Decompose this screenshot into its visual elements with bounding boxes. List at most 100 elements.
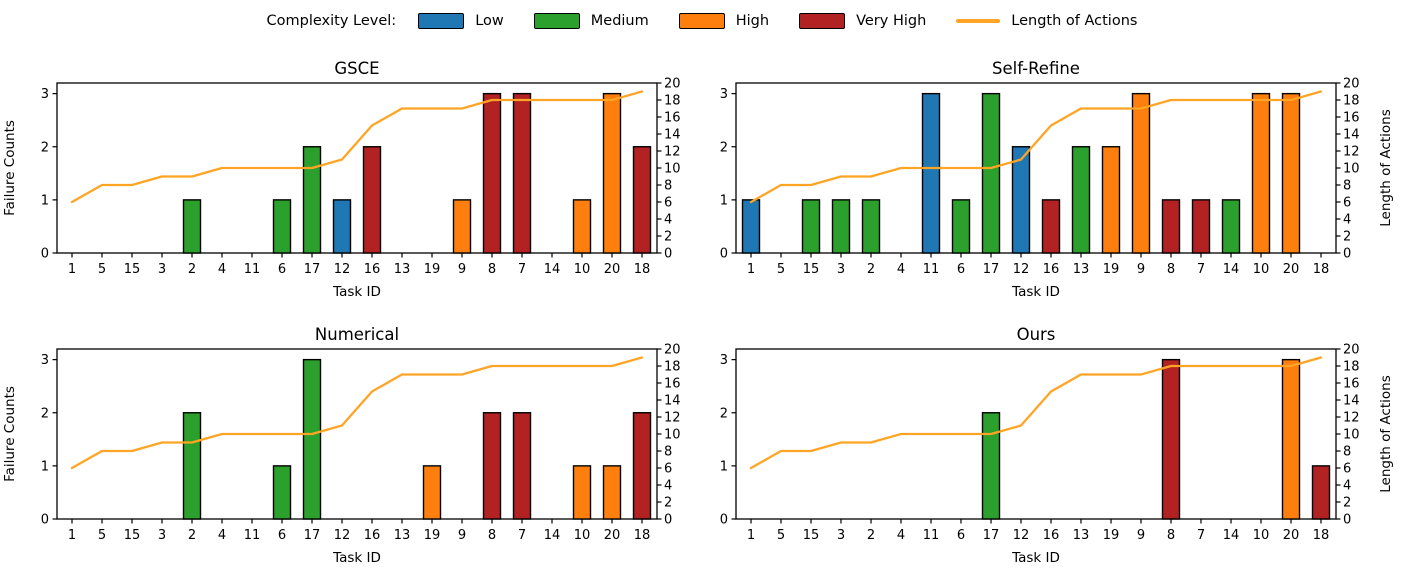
low-swatch-icon xyxy=(418,13,465,29)
x-tick-label: 13 xyxy=(394,262,411,277)
legend-title: Complexity Level: xyxy=(266,13,397,29)
legend-label-low: Low xyxy=(475,13,504,29)
chart-self-refine: Self-Refine Length of Actions Task ID 01… xyxy=(720,59,1394,300)
right-tick-label: 2 xyxy=(664,496,672,511)
x-tick-label: 11 xyxy=(923,528,940,543)
left-tick-label: 1 xyxy=(720,459,728,474)
x-tick-label: 4 xyxy=(897,262,905,277)
subplot-grid: GSCE Failure Counts Task ID 0 1 2 3 0 2 4 6 8 10 1… xyxy=(0,42,1404,574)
x-tick-label: 3 xyxy=(837,262,845,277)
x-tick-label: 5 xyxy=(98,262,106,277)
length-of-actions-line xyxy=(749,356,1323,470)
right-tick-label: 12 xyxy=(1343,145,1360,160)
failure-bar-task-17 xyxy=(302,146,322,254)
x-tick-label: 6 xyxy=(278,528,286,543)
x-tick-label: 17 xyxy=(304,262,321,277)
x-tick-label: 11 xyxy=(244,528,261,543)
y-axis-label-right: Length of Actions xyxy=(1378,109,1394,226)
x-tick-label: 20 xyxy=(1283,262,1300,277)
right-tick-label: 4 xyxy=(664,479,672,494)
failure-bar-task-11 xyxy=(921,92,941,254)
failure-bar-task-17 xyxy=(302,358,322,520)
x-tick-label: 18 xyxy=(634,262,651,277)
right-tick-label: 8 xyxy=(1343,179,1351,194)
x-tick-label: 7 xyxy=(1197,262,1205,277)
x-tick-label: 15 xyxy=(803,528,820,543)
right-tick-label: 12 xyxy=(1343,411,1360,426)
x-tick-label: 15 xyxy=(124,528,141,543)
left-tick-label: 0 xyxy=(41,513,49,528)
failure-bar-task-18 xyxy=(632,146,652,254)
right-tick-label: 18 xyxy=(664,94,681,109)
x-tick-label: 20 xyxy=(604,528,621,543)
right-tick-label: 16 xyxy=(664,111,681,126)
chart-gsce: GSCE Failure Counts Task ID 012302468101… xyxy=(2,59,681,300)
right-tick-label: 4 xyxy=(664,213,672,228)
failure-bar-task-18 xyxy=(632,412,652,520)
failure-bar-task-17 xyxy=(981,412,1001,520)
right-tick-label: 0 xyxy=(664,513,672,528)
failure-bar-task-13 xyxy=(1071,146,1091,254)
x-tick-label: 2 xyxy=(188,528,196,543)
x-tick-label: 8 xyxy=(1167,262,1175,277)
very-high-swatch-icon xyxy=(799,13,846,29)
right-tick-label: 2 xyxy=(1343,230,1351,245)
x-tick-label: 14 xyxy=(1223,528,1240,543)
x-tick-label: 2 xyxy=(867,528,875,543)
x-tick-label: 11 xyxy=(923,262,940,277)
left-tick-label: 0 xyxy=(720,513,728,528)
right-tick-label: 8 xyxy=(664,179,672,194)
legend-item-high: High xyxy=(678,13,769,29)
x-tick-label: 10 xyxy=(1253,262,1270,277)
x-tick-label: 10 xyxy=(574,528,591,543)
failure-bar-task-20 xyxy=(602,465,622,520)
x-tick-label: 12 xyxy=(1013,262,1030,277)
chart-numerical: Numerical Failure Counts Task ID 0123024… xyxy=(2,325,681,566)
subplot-title: GSCE xyxy=(334,59,379,78)
failure-bar-task-19 xyxy=(1101,146,1121,254)
right-tick-label: 6 xyxy=(664,196,672,211)
right-tick-label: 16 xyxy=(1343,111,1360,126)
x-tick-label: 19 xyxy=(424,528,441,543)
failure-bar-task-12 xyxy=(1011,146,1031,254)
right-tick-label: 4 xyxy=(1343,479,1351,494)
x-tick-label: 9 xyxy=(1137,262,1145,277)
right-tick-label: 6 xyxy=(1343,462,1351,477)
right-tick-label: 6 xyxy=(1343,196,1351,211)
right-tick-label: 20 xyxy=(664,343,681,358)
x-tick-label: 11 xyxy=(244,262,261,277)
axes-frame xyxy=(56,348,658,520)
x-tick-label: 3 xyxy=(837,528,845,543)
x-tick-label: 4 xyxy=(897,528,905,543)
x-tick-label: 13 xyxy=(394,528,411,543)
x-tick-label: 12 xyxy=(1013,528,1030,543)
failure-bar-task-7 xyxy=(512,92,532,254)
x-tick-label: 9 xyxy=(458,528,466,543)
legend-item-very-high: Very High xyxy=(799,13,926,29)
failure-bar-task-8 xyxy=(482,92,502,254)
x-tick-label: 14 xyxy=(544,262,561,277)
x-tick-label: 7 xyxy=(518,262,526,277)
failure-bar-task-16 xyxy=(1041,199,1061,254)
right-tick-label: 8 xyxy=(664,445,672,460)
left-tick-label: 3 xyxy=(720,87,728,102)
x-tick-label: 8 xyxy=(488,528,496,543)
failure-bar-task-15 xyxy=(801,199,821,254)
left-tick-label: 2 xyxy=(720,140,728,155)
failure-bar-task-6 xyxy=(272,465,292,520)
failure-bar-task-6 xyxy=(951,199,971,254)
axes-frame xyxy=(735,348,1337,520)
failure-bar-task-2 xyxy=(861,199,881,254)
left-tick-label: 0 xyxy=(720,247,728,262)
legend-item-medium: Medium xyxy=(533,13,649,29)
right-tick-label: 10 xyxy=(1343,428,1360,443)
medium-swatch-icon xyxy=(533,13,580,29)
right-tick-label: 12 xyxy=(664,411,681,426)
x-tick-label: 12 xyxy=(334,262,351,277)
right-tick-label: 14 xyxy=(1343,394,1360,409)
right-tick-label: 14 xyxy=(1343,128,1360,143)
